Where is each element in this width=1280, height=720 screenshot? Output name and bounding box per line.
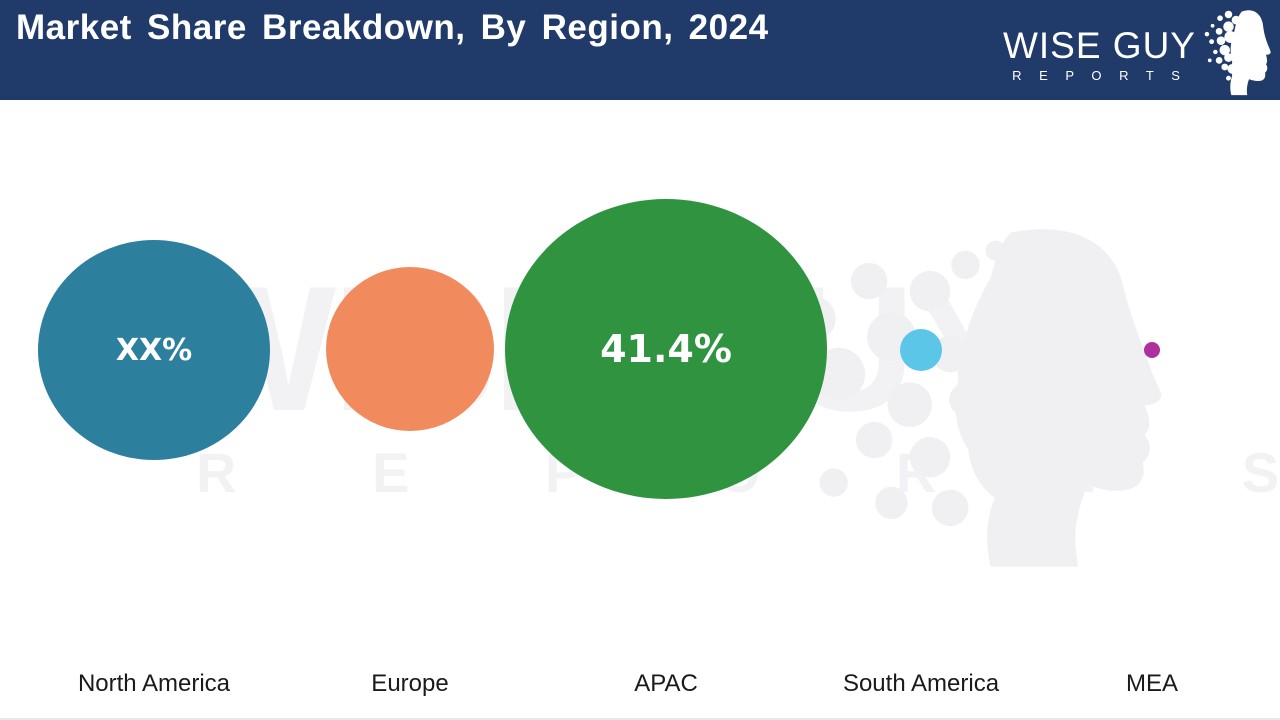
logo-text: WISE GUY R E P O R T S: [1003, 27, 1196, 82]
bubble-apac: 41.4%: [505, 199, 827, 499]
region-label-south-america: South America: [842, 670, 1000, 697]
logo-wordmark: WISE GUY: [1002, 24, 1196, 66]
region-label-apac: APAC: [634, 670, 698, 697]
bottom-divider: [0, 718, 1280, 720]
region-label-north-america: North America: [77, 670, 231, 697]
bubble-south-america: [900, 329, 942, 371]
head-profile-icon: [1204, 10, 1271, 96]
bubble-mea: [1144, 342, 1160, 358]
region-label-mea: MEA: [1125, 670, 1179, 697]
logo-subtitle: R E P O R T S: [1012, 67, 1187, 83]
region-label-europe: Europe: [371, 670, 449, 697]
wiseguy-logo: WISE GUY R E P O R T S: [1003, 6, 1272, 96]
bubble-europe: [326, 267, 494, 431]
watermark-head-profile: [791, 229, 1162, 567]
page-title: Market Share Breakdown, By Region, 2024: [16, 8, 769, 47]
bubble-north-america: XX%: [38, 240, 270, 460]
header-bar: Market Share Breakdown, By Region, 2024 …: [0, 0, 1280, 100]
bubble-chart: WISE GUY R E P O R T S XX%41.4% North Am…: [0, 100, 1280, 720]
